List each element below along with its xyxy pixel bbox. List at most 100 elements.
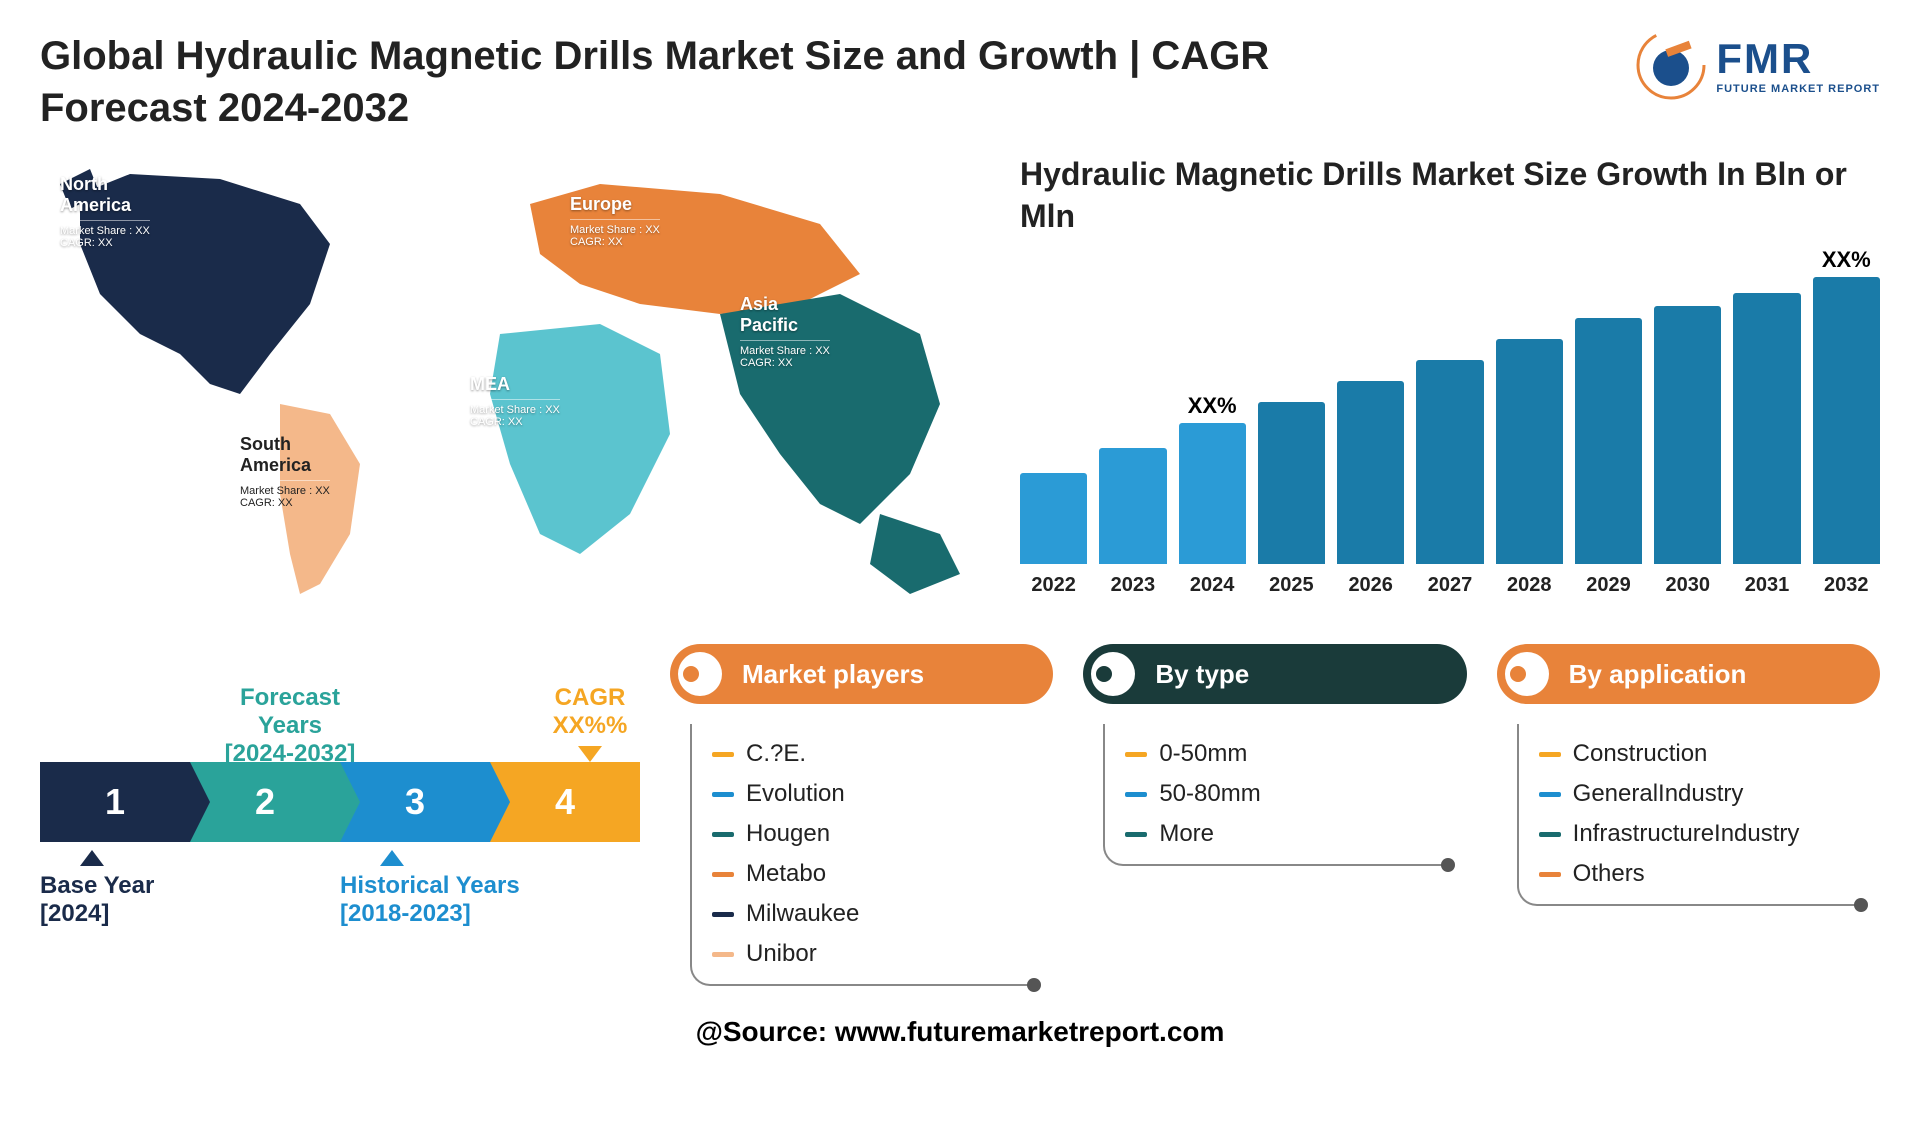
bar-wrap: 2027 [1416, 360, 1483, 597]
bar-year-label: 2031 [1745, 574, 1790, 597]
pill-label: By type [1155, 659, 1249, 690]
list-item: C.?E. [712, 734, 1033, 774]
dash-icon [1125, 792, 1147, 797]
region-label: SouthAmericaMarket Share : XXCAGR: XX [240, 434, 330, 509]
list-item: Milwaukee [712, 894, 1033, 934]
bar [1416, 360, 1483, 564]
world-map: NorthAmericaMarket Share : XXCAGR: XX Sou… [40, 154, 990, 604]
info-columns: Market players C.?E. Evolution Hougen Metabo… [670, 644, 1880, 986]
region-label: MEAMarket Share : XXCAGR: XX [470, 374, 560, 428]
list-item: InfrastructureIndustry [1539, 814, 1860, 854]
bar [1258, 402, 1325, 565]
chart-title: Hydraulic Magnetic Drills Market Size Gr… [1020, 154, 1880, 237]
region-label: AsiaPacificMarket Share : XXCAGR: XX [740, 294, 830, 369]
dash-icon [712, 872, 734, 877]
list-item: Evolution [712, 774, 1033, 814]
bar-year-label: 2027 [1428, 574, 1473, 597]
list-item-text: 0-50mm [1159, 740, 1247, 768]
bars-container: 20222023XX%20242025202620272028202920302… [1020, 257, 1880, 597]
source-text: @Source: www.futuremarketreport.com [40, 1016, 1880, 1048]
bar-year-label: 2030 [1666, 574, 1711, 597]
list-item-text: C.?E. [746, 740, 806, 768]
list-item-text: Milwaukee [746, 900, 859, 928]
list-item: Metabo [712, 854, 1033, 894]
dash-icon [1539, 792, 1561, 797]
pill-dot-icon [1091, 652, 1135, 696]
timeline-top-labels: Forecast Years[2024-2032]CAGRXX%% [40, 684, 640, 754]
top-row: NorthAmericaMarket Share : XXCAGR: XX Sou… [40, 154, 1880, 604]
column-pill: Market players [670, 644, 1053, 704]
page-title: Global Hydraulic Magnetic Drills Market … [40, 30, 1340, 134]
dash-icon [712, 952, 734, 957]
list-item: Others [1539, 854, 1860, 894]
list-item: 50-80mm [1125, 774, 1446, 814]
list-item: Construction [1539, 734, 1860, 774]
bar-year-label: 2023 [1111, 574, 1156, 597]
pill-label: By application [1569, 659, 1747, 690]
bar-wrap: XX%2024 [1179, 423, 1246, 598]
timeline-bottom-label: Historical Years[2018-2023] [340, 850, 540, 928]
list-item: Unibor [712, 934, 1033, 974]
bar-year-label: 2025 [1269, 574, 1314, 597]
dash-icon [1539, 872, 1561, 877]
bar-wrap: 2023 [1099, 448, 1166, 598]
list-box: Construction GeneralIndustry Infrastructur… [1517, 724, 1860, 906]
bar-wrap: 2025 [1258, 402, 1325, 598]
timeline-segment: 1 [40, 762, 190, 842]
column-pill: By type [1083, 644, 1466, 704]
list-item-text: Construction [1573, 740, 1708, 768]
list-item-text: 50-80mm [1159, 780, 1260, 808]
info-column: By application Construction GeneralIndustr… [1497, 644, 1880, 986]
info-column: Market players C.?E. Evolution Hougen Metabo… [670, 644, 1053, 986]
timeline-segment: 4 [490, 762, 640, 842]
dash-icon [712, 912, 734, 917]
list-item: GeneralIndustry [1539, 774, 1860, 814]
bar-chart: Hydraulic Magnetic Drills Market Size Gr… [1020, 154, 1880, 604]
info-column: By type 0-50mm 50-80mm More [1083, 644, 1466, 986]
bar [1733, 293, 1800, 564]
bar [1654, 306, 1721, 564]
bar-wrap: 2031 [1733, 293, 1800, 597]
bar-annotation: XX% [1188, 393, 1237, 448]
telescope-icon [1636, 30, 1706, 100]
bar-wrap: 2028 [1496, 339, 1563, 597]
timeline-segment: 2 [190, 762, 340, 842]
bar [1337, 381, 1404, 564]
bar-year-label: 2024 [1190, 574, 1235, 597]
list-box: 0-50mm 50-80mm More [1103, 724, 1446, 866]
region-label: EuropeMarket Share : XXCAGR: XX [570, 194, 660, 248]
dash-icon [712, 792, 734, 797]
bottom-row: Forecast Years[2024-2032]CAGRXX%% 1234 B… [40, 644, 1880, 986]
dash-icon [1539, 832, 1561, 837]
list-item-text: Hougen [746, 820, 830, 848]
bar [1575, 318, 1642, 564]
timeline-segment: 3 [340, 762, 490, 842]
dash-icon [1125, 832, 1147, 837]
bar-year-label: 2022 [1031, 574, 1076, 597]
list-item-text: Others [1573, 860, 1645, 888]
bar [1813, 277, 1880, 565]
pill-dot-icon [1505, 652, 1549, 696]
pill-dot-icon [678, 652, 722, 696]
dash-icon [712, 752, 734, 757]
bar [1020, 473, 1087, 565]
list-item: Hougen [712, 814, 1033, 854]
bar-year-label: 2029 [1586, 574, 1631, 597]
bar-wrap: 2029 [1575, 318, 1642, 597]
bar-year-label: 2032 [1824, 574, 1869, 597]
region-mea [490, 324, 670, 554]
logo-text: FMR [1716, 35, 1880, 83]
list-item: 0-50mm [1125, 734, 1446, 774]
timeline-bottom-label: Base Year[2024] [40, 850, 240, 928]
dash-icon [1539, 752, 1561, 757]
logo: FMR FUTURE MARKET REPORT [1636, 30, 1880, 100]
bar-year-label: 2026 [1348, 574, 1393, 597]
bar-wrap: 2026 [1337, 381, 1404, 597]
timeline-top-label: CAGRXX%% [510, 684, 670, 762]
header: Global Hydraulic Magnetic Drills Market … [40, 30, 1880, 134]
bar-year-label: 2028 [1507, 574, 1552, 597]
list-item: More [1125, 814, 1446, 854]
list-item-text: InfrastructureIndustry [1573, 820, 1800, 848]
list-item-text: More [1159, 820, 1214, 848]
region-label: NorthAmericaMarket Share : XXCAGR: XX [60, 174, 150, 249]
